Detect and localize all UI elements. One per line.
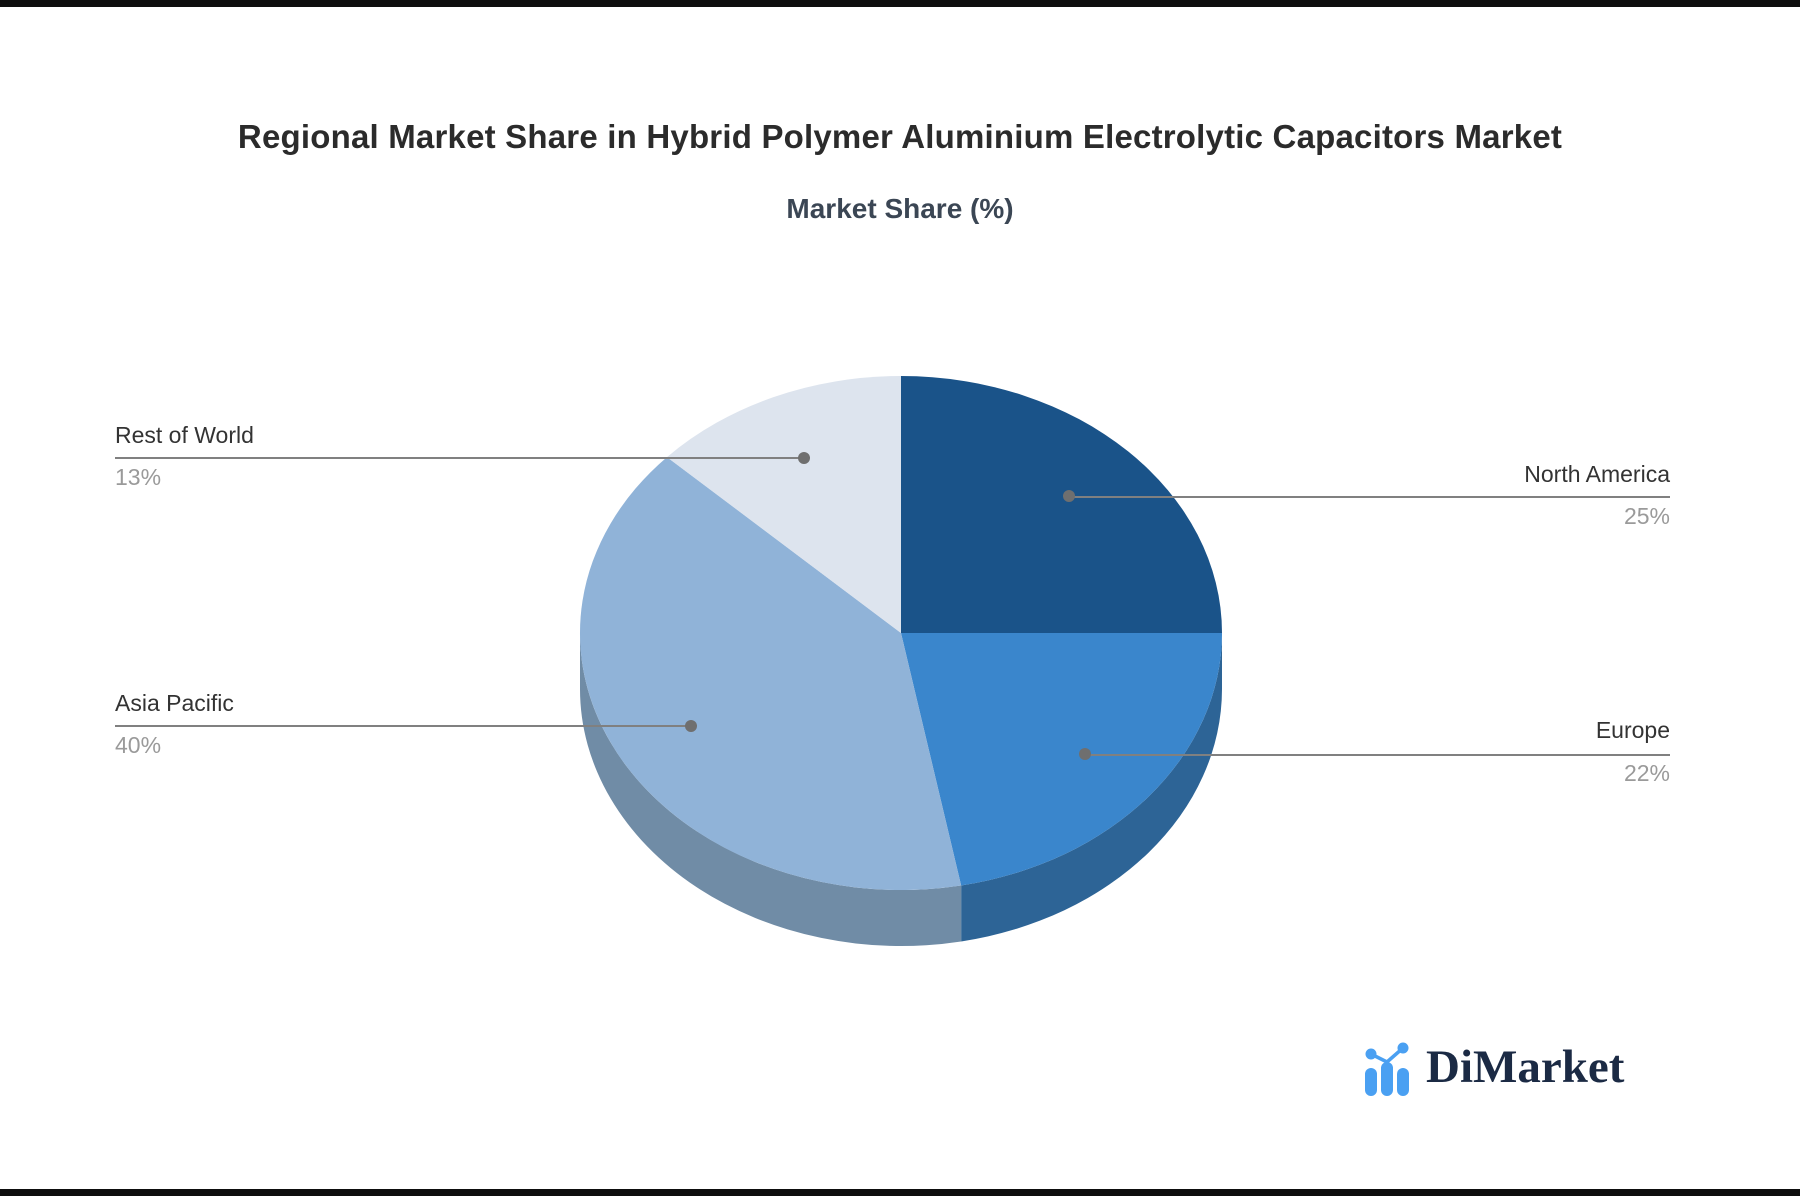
callout-dot-europe (1079, 748, 1091, 760)
pie-slice-europe[interactable] (901, 633, 1223, 886)
callout-dot-rest-of-world (798, 452, 810, 464)
pie-slice-north-america[interactable] (901, 376, 1222, 633)
callout-line-rest-of-world (115, 457, 805, 459)
callout-line-north-america (1070, 496, 1670, 498)
pie-slice-side-asia-pacific (580, 633, 962, 947)
pie-slice-asia-pacific[interactable] (579, 457, 962, 891)
callout-dot-asia-pacific (685, 720, 697, 732)
dimarket-logo: DiMarket (1358, 1036, 1624, 1098)
screen-top-edge (0, 0, 1800, 7)
callout-line-europe (1086, 754, 1670, 756)
bar-chart-with-trend-dots-icon (1365, 1042, 1409, 1096)
chart-title: Regional Market Share in Hybrid Polymer … (237, 118, 1563, 155)
chart-subtitle: Market Share (%) (786, 193, 1014, 224)
callout-label-asia-pacific: Asia Pacific (115, 690, 234, 716)
callout-label-europe: Europe (1595, 717, 1670, 743)
callout-dot-north-america (1063, 490, 1075, 502)
callout-label-rest-of-world: Rest of World (115, 422, 254, 448)
callout-label-north-america: North America (1524, 461, 1670, 487)
callout-value-north-america: 25% (1623, 503, 1670, 529)
callout-value-rest-of-world: 13% (115, 464, 162, 490)
pie-slice-rest-of-world[interactable] (667, 376, 901, 633)
callout-line-asia-pacific (115, 725, 692, 727)
logo-text: DiMarket (1426, 1041, 1625, 1093)
screen-bottom-edge (0, 1189, 1800, 1196)
pie-slice-side-europe (961, 633, 1223, 942)
callout-value-asia-pacific: 40% (115, 732, 162, 758)
callout-value-europe: 22% (1623, 760, 1670, 786)
